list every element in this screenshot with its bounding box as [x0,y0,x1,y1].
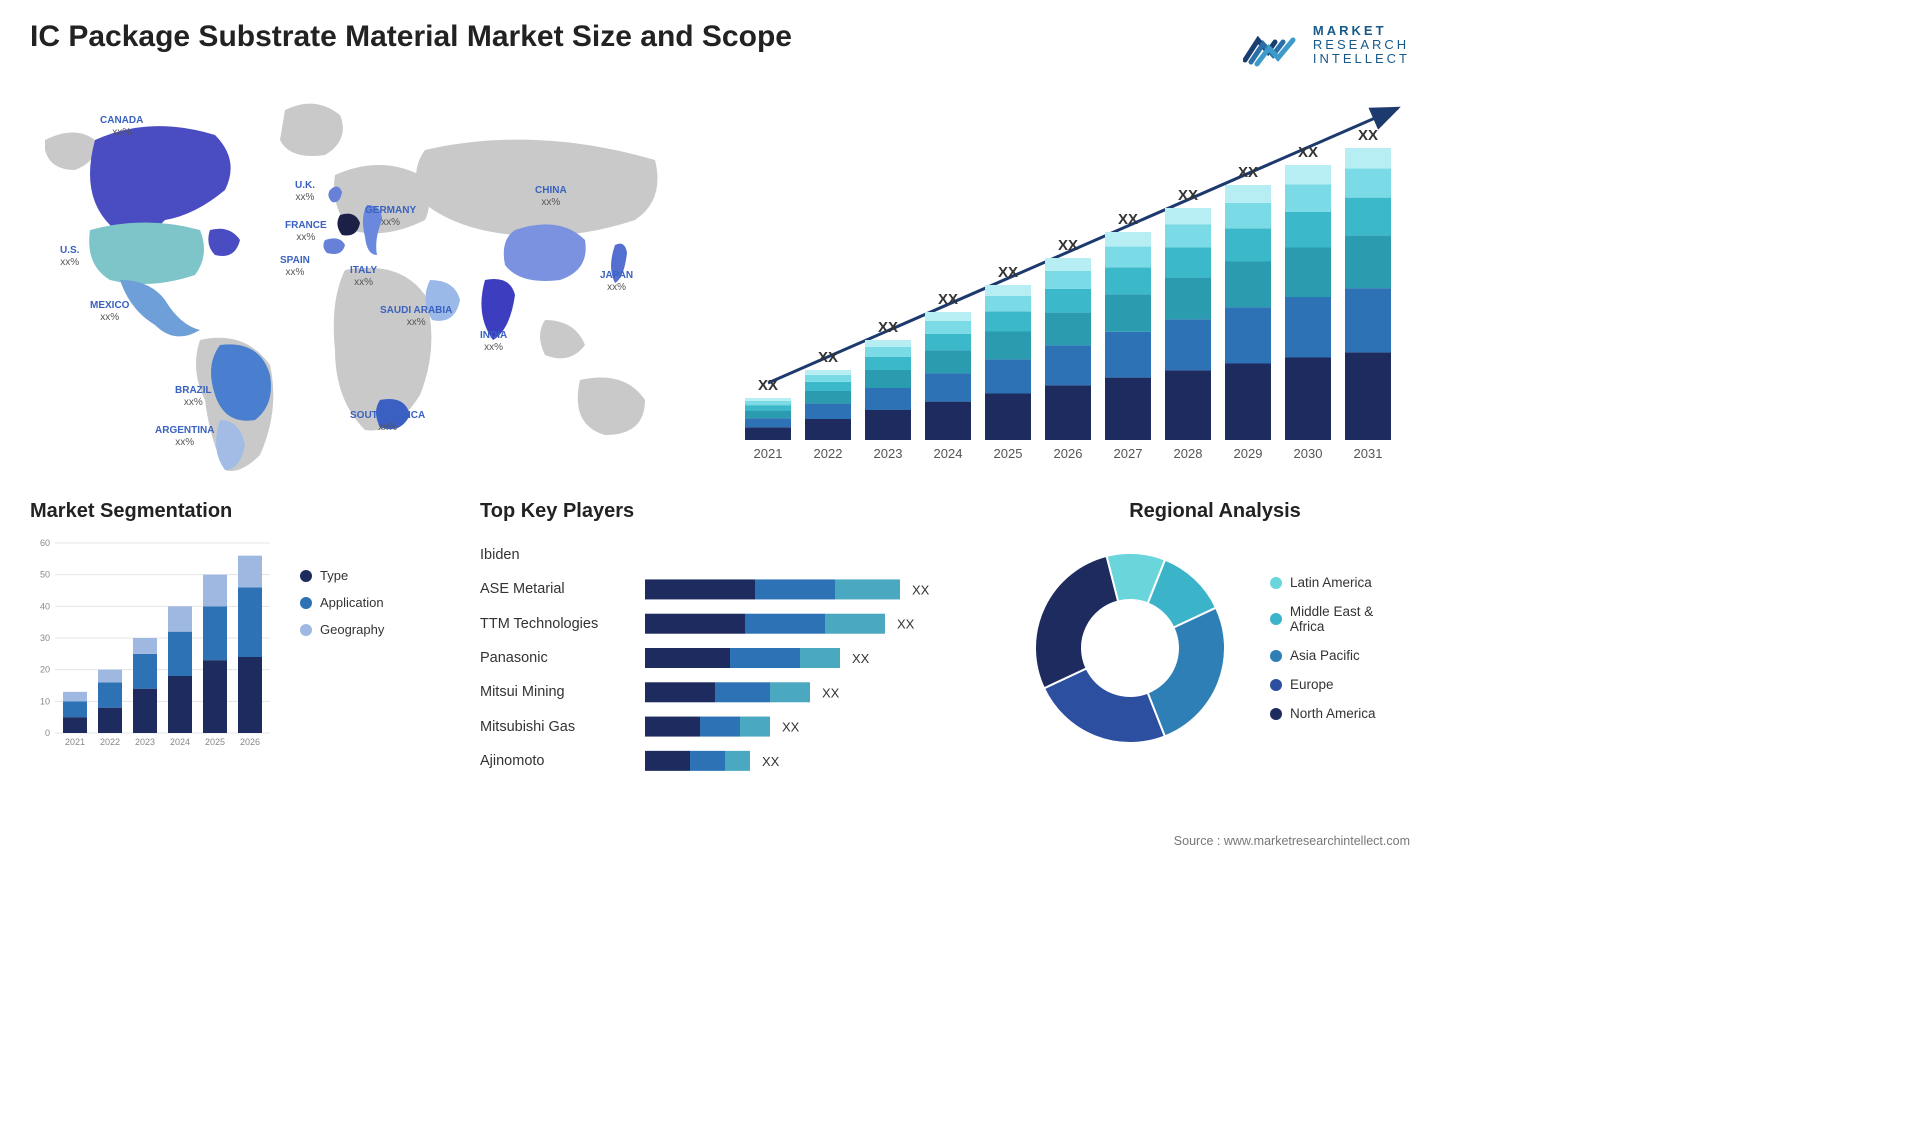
region-legend-item: Middle East & Africa [1270,604,1410,634]
segmentation-legend: Type Application Geography [300,568,384,758]
map-label-india: INDIAxx% [480,330,507,354]
map-label-japan: JAPANxx% [600,270,633,294]
svg-text:XX: XX [1358,127,1378,144]
svg-text:2029: 2029 [1234,446,1263,461]
key-player-name: Ajinomoto [480,753,630,769]
svg-text:XX: XX [782,720,800,735]
svg-text:2024: 2024 [170,737,190,747]
svg-text:2024: 2024 [934,446,963,461]
forecast-bar-chart: XX 2021 XX 2022 XX 2023 XX 2024 XX 2025 XX 2026 XX 20… [730,80,1410,480]
brand-logo: MARKET RESEARCH INTELLECT [1243,20,1410,70]
svg-text:0: 0 [45,728,50,738]
region-legend-item: Latin America [1270,575,1410,590]
regional-donut-chart [1020,538,1240,758]
svg-text:XX: XX [758,377,778,394]
key-player-name: Mitsubishi Gas [480,719,630,735]
segmentation-panel: Market Segmentation 0 10 20 30 40 50 60 2021 202… [30,500,460,800]
svg-text:2026: 2026 [240,737,260,747]
map-label-china: CHINAxx% [535,185,567,209]
regional-panel: Regional Analysis Latin America Middle Ea… [1020,500,1410,800]
map-label-uk: U.K.xx% [295,180,315,204]
legend-item: Geography [300,622,384,637]
key-players-panel: Top Key Players Ibiden ASE Metarial TTM Te… [480,500,1000,800]
svg-text:XX: XX [912,582,930,597]
legend-item: Application [300,595,384,610]
map-label-mexico: MEXICOxx% [90,300,129,324]
svg-text:2026: 2026 [1054,446,1083,461]
logo-wave-icon [1243,20,1303,70]
svg-text:XX: XX [818,349,838,366]
svg-text:XX: XX [822,685,840,700]
svg-text:XX: XX [1058,237,1078,254]
key-player-name: TTM Technologies [480,616,630,632]
svg-text:XX: XX [1238,164,1258,181]
key-player-name: Ibiden [480,547,630,563]
svg-text:XX: XX [1118,211,1138,228]
svg-text:2022: 2022 [100,737,120,747]
svg-text:2027: 2027 [1114,446,1143,461]
key-players-title: Top Key Players [480,500,1000,523]
svg-text:2023: 2023 [874,446,903,461]
map-label-brazil: BRAZILxx% [175,385,212,409]
map-label-southafrica: SOUTH AFRICAxx% [350,410,425,434]
regional-title: Regional Analysis [1020,500,1410,523]
svg-text:60: 60 [40,538,50,548]
segmentation-chart: 0 10 20 30 40 50 60 2021 2022 2023 2024 2025 2026 [30,538,280,758]
svg-text:30: 30 [40,633,50,643]
header: IC Package Substrate Material Market Siz… [30,20,1410,70]
svg-text:50: 50 [40,570,50,580]
map-label-italy: ITALYxx% [350,265,377,289]
svg-text:2021: 2021 [754,446,783,461]
region-legend-item: Europe [1270,677,1410,692]
svg-text:XX: XX [878,319,898,336]
page-title: IC Package Substrate Material Market Siz… [30,20,792,54]
logo-text: MARKET RESEARCH INTELLECT [1313,24,1410,67]
svg-text:2025: 2025 [994,446,1023,461]
key-player-name: Panasonic [480,650,630,666]
key-player-name: ASE Metarial [480,581,630,597]
key-player-name: Mitsui Mining [480,684,630,700]
segmentation-title: Market Segmentation [30,500,460,523]
key-players-chart: XX XX XX XX XX XX [645,538,995,778]
svg-text:2021: 2021 [65,737,85,747]
source-attribution: Source : www.marketresearchintellect.com [1174,834,1410,848]
map-label-canada: CANADAxx% [100,115,143,139]
map-label-saudiarabia: SAUDI ARABIAxx% [380,305,452,329]
region-legend-item: North America [1270,706,1410,721]
svg-text:2023: 2023 [135,737,155,747]
map-label-france: FRANCExx% [285,220,327,244]
svg-text:XX: XX [1298,144,1318,161]
svg-text:XX: XX [897,617,915,632]
map-label-argentina: ARGENTINAxx% [155,425,214,449]
map-label-us: U.S.xx% [60,245,79,269]
svg-text:XX: XX [938,291,958,308]
svg-text:2031: 2031 [1354,446,1383,461]
svg-text:40: 40 [40,601,50,611]
svg-text:2025: 2025 [205,737,225,747]
svg-text:20: 20 [40,665,50,675]
svg-text:XX: XX [852,651,870,666]
svg-text:XX: XX [1178,187,1198,204]
svg-text:2028: 2028 [1174,446,1203,461]
regional-legend: Latin America Middle East & Africa Asia Pa… [1270,575,1410,721]
map-label-spain: SPAINxx% [280,255,310,279]
svg-text:XX: XX [762,754,780,769]
region-legend-item: Asia Pacific [1270,648,1410,663]
key-players-list: Ibiden ASE Metarial TTM Technologies Panaso… [480,538,630,778]
svg-text:2022: 2022 [814,446,843,461]
legend-item: Type [300,568,384,583]
world-map-panel: CANADAxx% U.S.xx% MEXICOxx% BRAZILxx% ARGENT… [30,80,700,480]
svg-text:XX: XX [998,264,1018,281]
map-label-germany: GERMANYxx% [365,205,416,229]
svg-text:2030: 2030 [1294,446,1323,461]
svg-text:10: 10 [40,696,50,706]
